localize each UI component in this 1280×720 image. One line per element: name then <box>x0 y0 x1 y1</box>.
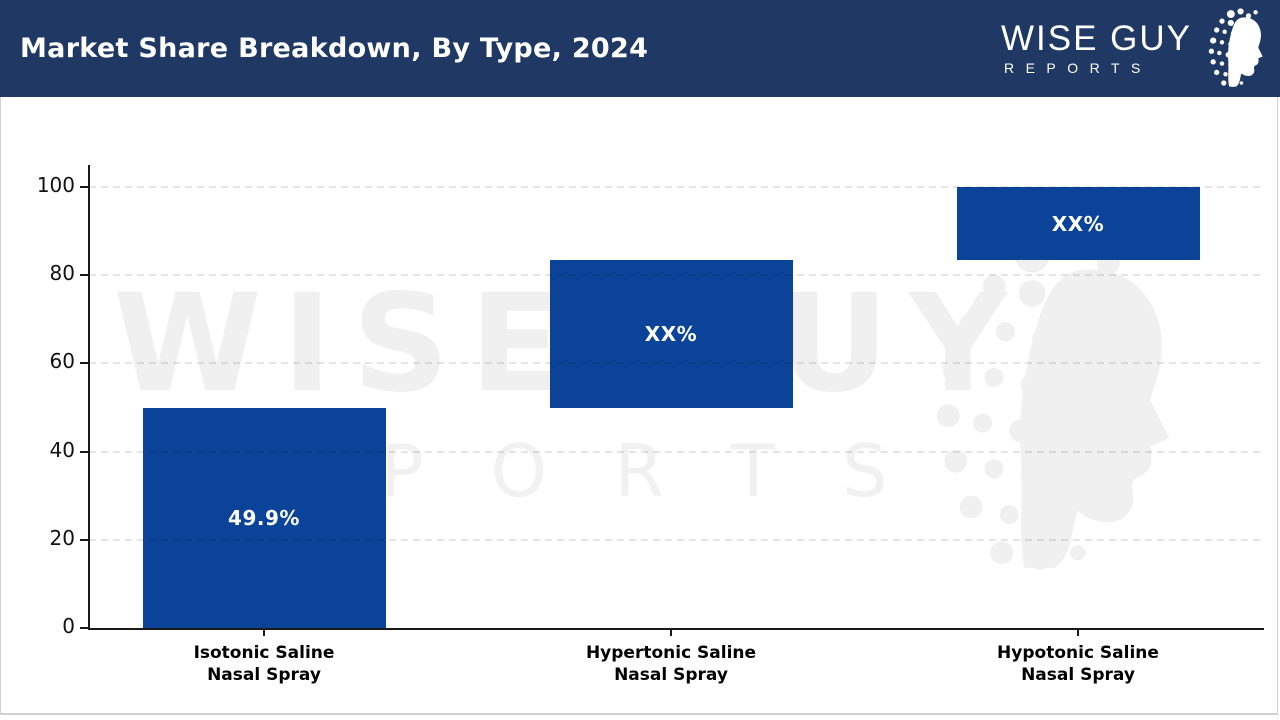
page-title: Market Share Breakdown, By Type, 2024 <box>20 33 649 64</box>
x-category-label: Hypertonic Saline Nasal Spray <box>511 642 831 686</box>
y-tick-label: 20 <box>49 525 75 550</box>
plot-area: 49.9% XX% XX% 0 20 40 60 80 100 Isotonic Saline Na… <box>1 97 1277 713</box>
bar-segment: XX% <box>549 260 793 408</box>
x-category-label: Hypotonic Saline Nasal Spray <box>918 642 1238 686</box>
category-label-line: Isotonic Saline <box>193 643 335 663</box>
y-tick-label: 0 <box>62 614 75 638</box>
logo-subtext: REPORTS <box>1003 60 1152 76</box>
bar-value-label: 49.9% <box>228 505 300 530</box>
logo-wordmark: WISE GUY <box>1000 19 1192 58</box>
wiseguy-face-icon <box>1176 7 1268 91</box>
y-tick <box>80 186 88 188</box>
y-tick <box>80 627 88 629</box>
header-bar: Market Share Breakdown, By Type, 2024 WI… <box>0 0 1280 97</box>
gridline <box>89 450 1263 453</box>
y-axis-spine <box>88 165 90 630</box>
category-label-line: Nasal Spray <box>207 665 321 685</box>
y-tick <box>80 450 88 453</box>
x-axis-spine <box>88 628 1264 630</box>
gridline <box>89 538 1263 541</box>
x-tick <box>1077 630 1079 636</box>
x-category-label: Isotonic Saline Nasal Spray <box>104 642 424 686</box>
gridline <box>89 274 1263 277</box>
y-tick-label: 40 <box>49 437 75 462</box>
chart-figure: WISE GUY R E P O R T S 49.9% XX% XX% 0 20 40 6… <box>0 97 1278 715</box>
category-label-line: Hypertonic Saline <box>585 643 757 663</box>
y-tick-label: 100 <box>36 173 75 197</box>
y-tick <box>80 274 88 277</box>
y-tick-label: 60 <box>49 349 75 374</box>
category-label-line: Nasal Spray <box>614 665 728 685</box>
bar-segment: 49.9% <box>142 407 386 628</box>
wiseguy-logo: WISE GUY REPORTS <box>1001 7 1268 91</box>
category-label-line: Hypotonic Saline <box>997 643 1159 663</box>
x-tick <box>670 630 672 636</box>
y-tick <box>80 538 88 541</box>
bar-segment: XX% <box>956 187 1200 261</box>
y-tick <box>80 362 88 365</box>
gridline <box>89 362 1263 365</box>
y-tick-label: 80 <box>49 261 75 286</box>
bar-value-label: XX% <box>644 322 698 347</box>
category-label-line: Nasal Spray <box>1021 665 1135 685</box>
x-tick <box>263 630 265 636</box>
logo-text: WISE GUY REPORTS <box>1000 19 1192 77</box>
bar-value-label: XX% <box>1051 211 1105 236</box>
gridline <box>89 186 1263 188</box>
